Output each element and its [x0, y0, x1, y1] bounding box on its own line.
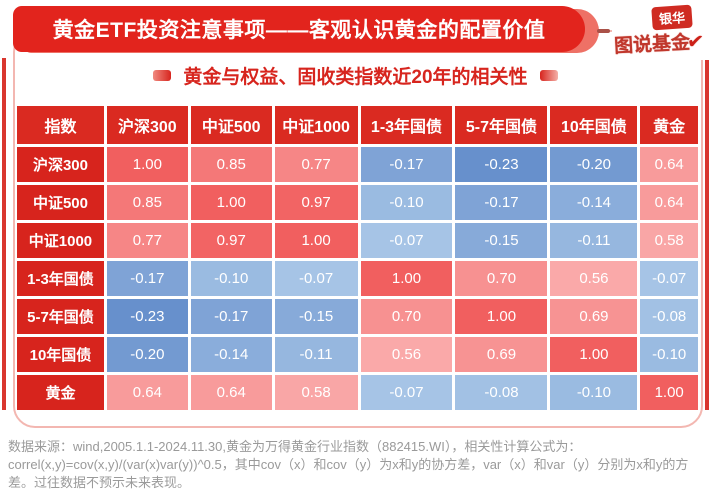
correlation-cell: 0.77 — [274, 147, 358, 182]
left-accent-strip — [2, 58, 6, 410]
correlation-cell: -0.20 — [550, 147, 638, 182]
title-banner: 黄金ETF投资注意事项——客观认识黄金的配置价值 — [13, 6, 599, 53]
correlation-cell: -0.17 — [190, 299, 272, 334]
correlation-cell: -0.11 — [550, 223, 638, 258]
table-row: 黄金 0.64 0.64 0.58 -0.07 -0.08 -0.10 1.00 — [17, 375, 698, 410]
correlation-cell: -0.17 — [106, 261, 188, 296]
correlation-cell: 1.00 — [550, 337, 638, 372]
table-corner-header: 指数 — [17, 106, 104, 144]
page-title: 黄金ETF投资注意事项——客观认识黄金的配置价值 — [13, 6, 585, 52]
data-source-note: 数据来源：wind,2005.1.1-2024.11.30,黄金为万得黄金行业指… — [8, 439, 689, 490]
row-header: 中证500 — [17, 185, 104, 220]
subtitle-text: 黄金与权益、固收类指数近20年的相关性 — [183, 66, 528, 88]
correlation-cell: 1.00 — [455, 299, 548, 334]
correlation-cell: -0.07 — [360, 375, 453, 410]
correlation-cell: 1.00 — [640, 375, 698, 410]
correlation-cell: -0.08 — [455, 375, 548, 410]
correlation-cell: 0.85 — [190, 147, 272, 182]
correlation-cell: -0.07 — [274, 261, 358, 296]
correlation-cell: 0.58 — [274, 375, 358, 410]
correlation-cell: 0.70 — [360, 299, 453, 334]
correlation-cell: 0.69 — [550, 299, 638, 334]
table-row: 中证500 0.85 1.00 0.97 -0.10 -0.17 -0.14 0.64 — [17, 185, 698, 220]
correlation-cell: 0.85 — [106, 185, 188, 220]
subtitle-marker-left — [153, 69, 172, 81]
row-header: 5-7年国债 — [17, 299, 104, 334]
row-header: 沪深300 — [17, 147, 104, 182]
checkmark-icon: ✔ — [686, 30, 705, 54]
correlation-cell: -0.10 — [190, 261, 272, 296]
correlation-cell: 0.64 — [190, 375, 272, 410]
banner-logo-connector — [597, 29, 610, 33]
correlation-cell: 1.00 — [360, 261, 453, 296]
brand-series-text: 图说基金 — [613, 32, 691, 58]
brand-series-label: 图说基金✔ — [613, 27, 705, 59]
correlation-cell: -0.10 — [360, 185, 453, 220]
column-header: 沪深300 — [106, 106, 188, 144]
column-header: 中证500 — [190, 106, 272, 144]
correlation-cell: 0.97 — [190, 223, 272, 258]
table-row: 10年国债 -0.20 -0.14 -0.11 0.56 0.69 1.00 -0.10 — [17, 337, 698, 372]
correlation-cell: 1.00 — [106, 147, 188, 182]
table-row: 5-7年国债 -0.23 -0.17 -0.15 0.70 1.00 0.69 -0.08 — [17, 299, 698, 334]
table-row: 中证1000 0.77 0.97 1.00 -0.07 -0.15 -0.11 0.58 — [17, 223, 698, 258]
table-row: 沪深300 1.00 0.85 0.77 -0.17 -0.23 -0.20 0.64 — [17, 147, 698, 182]
correlation-cell: -0.11 — [274, 337, 358, 372]
correlation-cell: 1.00 — [190, 185, 272, 220]
correlation-cell: -0.20 — [106, 337, 188, 372]
correlation-cell: 0.64 — [106, 375, 188, 410]
correlation-cell: -0.07 — [640, 261, 698, 296]
correlation-cell: 0.77 — [106, 223, 188, 258]
column-header: 10年国债 — [550, 106, 638, 144]
correlation-table: 指数 沪深300 中证500 中证1000 1-3年国债 5-7年国债 10年国债 黄金 沪深3… — [17, 106, 698, 413]
column-header: 中证1000 — [274, 106, 358, 144]
column-header: 5-7年国债 — [455, 106, 548, 144]
correlation-cell: 0.58 — [640, 223, 698, 258]
column-header: 黄金 — [640, 106, 698, 144]
row-header: 10年国债 — [17, 337, 104, 372]
correlation-cell: -0.14 — [190, 337, 272, 372]
correlation-cell: 0.64 — [640, 147, 698, 182]
correlation-cell: -0.07 — [360, 223, 453, 258]
correlation-cell: -0.23 — [106, 299, 188, 334]
correlation-cell: -0.17 — [360, 147, 453, 182]
row-header: 1-3年国债 — [17, 261, 104, 296]
correlation-cell: 0.56 — [550, 261, 638, 296]
section-subtitle: 黄金与权益、固收类指数近20年的相关性 — [0, 60, 711, 90]
correlation-cell: 0.69 — [455, 337, 548, 372]
correlation-cell: -0.10 — [550, 375, 638, 410]
correlation-cell: -0.10 — [640, 337, 698, 372]
correlation-cell: 1.00 — [274, 223, 358, 258]
correlation-cell: 0.97 — [274, 185, 358, 220]
brand-logo: 银华 图说基金✔ — [612, 3, 709, 60]
correlation-cell: -0.14 — [550, 185, 638, 220]
row-header: 黄金 — [17, 375, 104, 410]
correlation-cell: 0.70 — [455, 261, 548, 296]
row-header: 中证1000 — [17, 223, 104, 258]
right-accent-strip — [705, 58, 709, 410]
correlation-cell: -0.23 — [455, 147, 548, 182]
correlation-cell: -0.15 — [274, 299, 358, 334]
subtitle-marker-right — [539, 69, 558, 81]
correlation-cell: -0.15 — [455, 223, 548, 258]
column-header: 1-3年国债 — [360, 106, 453, 144]
table-row: 1-3年国债 -0.17 -0.10 -0.07 1.00 0.70 0.56 -0.07 — [17, 261, 698, 296]
correlation-cell: -0.08 — [640, 299, 698, 334]
table-header-row: 指数 沪深300 中证500 中证1000 1-3年国债 5-7年国债 10年国债 黄金 — [17, 106, 698, 144]
correlation-cell: 0.64 — [640, 185, 698, 220]
correlation-cell: -0.17 — [455, 185, 548, 220]
correlation-cell: 0.56 — [360, 337, 453, 372]
